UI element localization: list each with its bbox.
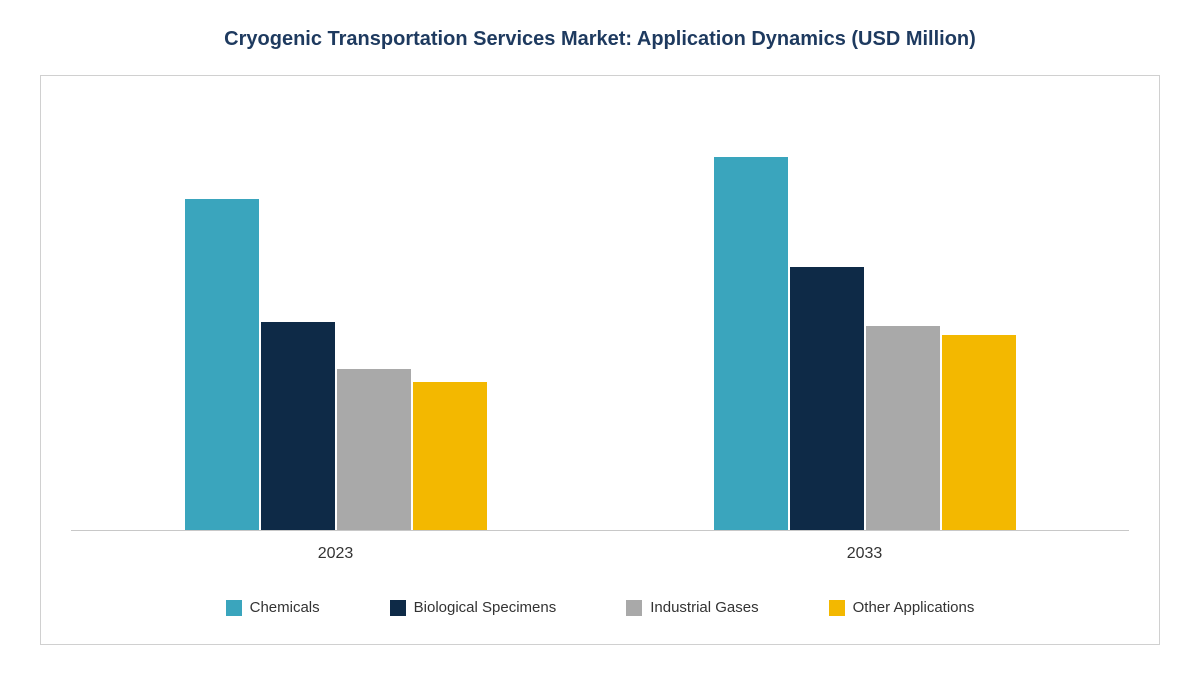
bar-2023-industrial-gases bbox=[337, 369, 411, 530]
bar-2033-chemicals bbox=[714, 157, 788, 530]
legend-item-chemicals: Chemicals bbox=[226, 599, 320, 616]
chart-title: Cryogenic Transportation Services Market… bbox=[40, 28, 1160, 51]
legend-swatch-industrial-gases bbox=[626, 600, 642, 616]
legend-swatch-chemicals bbox=[226, 600, 242, 616]
bar-2023-biological-specimens bbox=[261, 322, 335, 530]
bar-2033-industrial-gases bbox=[866, 326, 940, 530]
bar-group-2033 bbox=[600, 106, 1129, 530]
bar-2023-other-applications bbox=[413, 382, 487, 530]
chart-container: 2023 2033 Chemicals Biological Specimens… bbox=[40, 75, 1160, 645]
x-axis-labels: 2023 2033 bbox=[71, 545, 1129, 563]
legend-swatch-biological-specimens bbox=[390, 600, 406, 616]
legend-label-biological-specimens: Biological Specimens bbox=[414, 599, 557, 616]
legend-item-industrial-gases: Industrial Gases bbox=[626, 599, 758, 616]
legend-item-other-applications: Other Applications bbox=[829, 599, 975, 616]
x-label-2023: 2023 bbox=[71, 545, 600, 563]
bar-2033-biological-specimens bbox=[790, 267, 864, 530]
plot-area bbox=[71, 106, 1129, 531]
bar-2033-other-applications bbox=[942, 335, 1016, 530]
bar-group-2023 bbox=[71, 106, 600, 530]
bar-2023-chemicals bbox=[185, 199, 259, 530]
legend-label-industrial-gases: Industrial Gases bbox=[650, 599, 758, 616]
legend-label-chemicals: Chemicals bbox=[250, 599, 320, 616]
x-label-2033: 2033 bbox=[600, 545, 1129, 563]
legend-label-other-applications: Other Applications bbox=[853, 599, 975, 616]
legend: Chemicals Biological Specimens Industria… bbox=[71, 599, 1129, 624]
legend-item-biological-specimens: Biological Specimens bbox=[390, 599, 557, 616]
legend-swatch-other-applications bbox=[829, 600, 845, 616]
